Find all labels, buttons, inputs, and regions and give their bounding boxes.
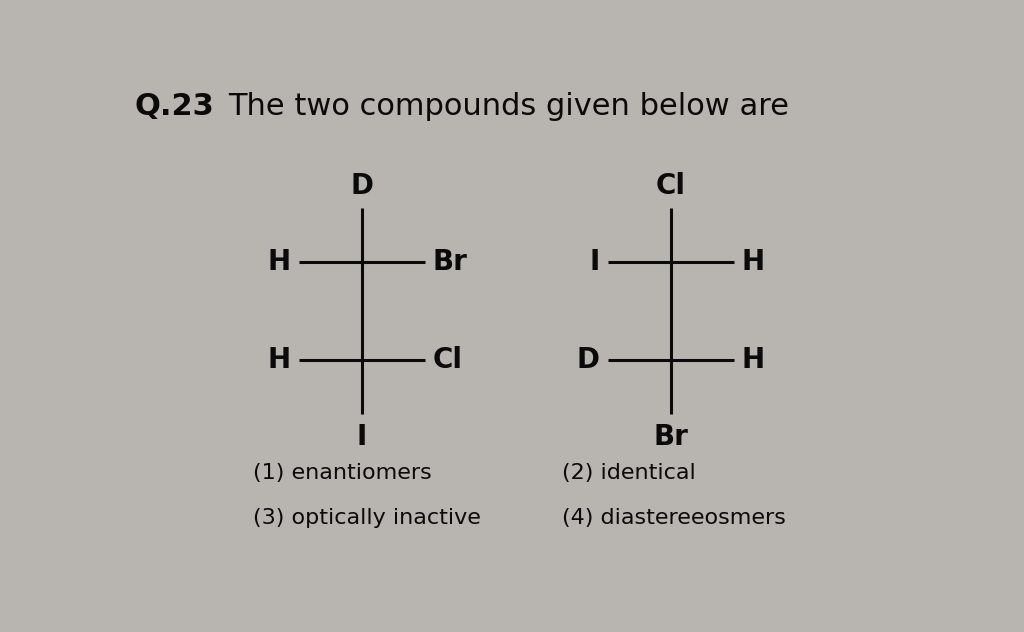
Text: H: H — [742, 346, 765, 374]
Text: The two compounds given below are: The two compounds given below are — [228, 92, 790, 121]
Text: I: I — [356, 423, 367, 451]
Text: H: H — [267, 346, 291, 374]
Text: D: D — [350, 171, 374, 200]
Text: (4) diastereeosmers: (4) diastereeosmers — [562, 508, 786, 528]
Text: Q.23: Q.23 — [135, 92, 214, 121]
Text: Br: Br — [653, 423, 688, 451]
Text: I: I — [590, 248, 600, 276]
Text: (2) identical: (2) identical — [562, 463, 696, 483]
Text: (1) enantiomers: (1) enantiomers — [253, 463, 432, 483]
Text: Cl: Cl — [433, 346, 463, 374]
Text: (3) optically inactive: (3) optically inactive — [253, 508, 481, 528]
Text: Cl: Cl — [656, 171, 686, 200]
Text: Br: Br — [433, 248, 468, 276]
Text: H: H — [742, 248, 765, 276]
Text: D: D — [577, 346, 600, 374]
Text: H: H — [267, 248, 291, 276]
